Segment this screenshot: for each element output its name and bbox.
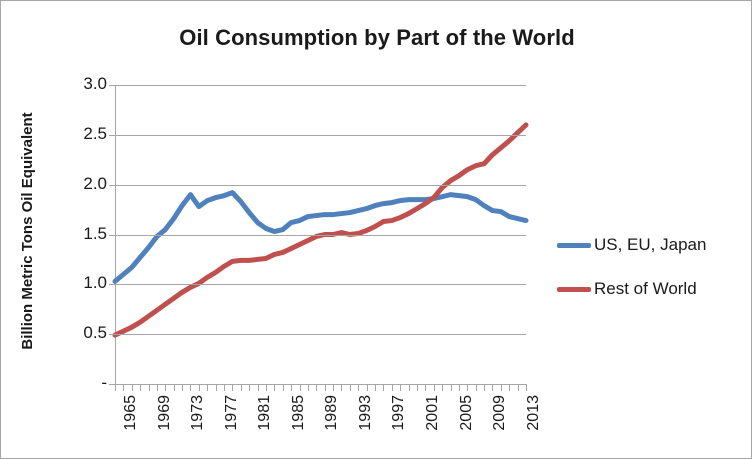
x-tick-mark [307, 385, 309, 391]
x-tick-mark [224, 385, 226, 391]
x-tick-mark [282, 385, 284, 391]
y-tick-mark [109, 234, 115, 236]
x-tick-mark [450, 385, 452, 391]
x-tick-label: 1981 [256, 395, 274, 431]
x-tick-mark [173, 385, 175, 391]
plot-area [112, 85, 529, 384]
x-tick-mark [207, 385, 209, 391]
y-tick-label: 0.5 [83, 323, 107, 343]
x-tick-mark [265, 385, 267, 391]
x-tick-label: 1977 [222, 395, 240, 431]
x-tick-mark [358, 385, 360, 391]
y-tick-label: 3.0 [83, 74, 107, 93]
y-tick-label: 1.0 [83, 273, 107, 293]
x-tick-mark [509, 385, 511, 391]
y-tick-mark [109, 334, 115, 336]
y-tick-mark [109, 85, 115, 86]
legend-entry[interactable]: US, EU, Japan [557, 223, 747, 267]
x-tick-mark [182, 385, 184, 391]
x-tick-label: 1985 [289, 395, 307, 431]
x-tick-mark [249, 385, 251, 391]
x-tick-mark [140, 385, 142, 391]
x-tick-mark [324, 385, 326, 391]
y-tick-mark [109, 284, 115, 286]
x-tick-mark [408, 385, 410, 391]
legend-entry[interactable]: Rest of World [557, 267, 747, 311]
y-axis-tick-labels: - 0.5 1.0 1.5 2.0 2.5 3.0 [51, 1, 107, 458]
x-tick-mark [148, 385, 150, 391]
y-tick-label: - [101, 373, 107, 392]
x-tick-mark [316, 385, 318, 391]
x-tick-mark [115, 385, 116, 391]
x-tick-mark [215, 385, 217, 391]
x-tick-mark [299, 385, 301, 391]
gridline [115, 234, 526, 236]
chart-title: Oil Consumption by Part of the World [179, 25, 575, 50]
x-tick-mark [391, 385, 393, 391]
y-tick-mark [109, 134, 115, 136]
x-tick-label: 1969 [155, 395, 173, 431]
gridline [115, 134, 526, 136]
x-tick-label: 1973 [189, 395, 207, 431]
x-tick-mark [492, 385, 494, 391]
x-tick-mark [467, 385, 469, 391]
x-tick-mark [123, 385, 125, 391]
legend-color-swatch [557, 242, 591, 248]
x-tick-label: 1965 [122, 395, 139, 431]
x-tick-mark [375, 385, 377, 391]
x-tick-mark [425, 385, 427, 391]
x-tick-mark [232, 385, 234, 391]
gridline [115, 184, 526, 186]
x-tick-mark [517, 385, 519, 391]
x-tick-label: 2009 [491, 395, 509, 431]
x-tick-mark [400, 385, 402, 391]
x-tick-label: 1993 [356, 395, 374, 431]
series-line [112, 190, 529, 284]
x-tick-mark [341, 385, 343, 391]
x-tick-mark [484, 385, 486, 391]
x-tick-mark [291, 385, 293, 391]
x-tick-mark [433, 385, 435, 391]
x-tick-label: 2005 [457, 395, 475, 431]
x-tick-mark [165, 385, 167, 391]
x-tick-label: 1997 [390, 395, 408, 431]
y-tick-mark [109, 384, 115, 385]
x-tick-mark [526, 385, 527, 391]
x-tick-mark [240, 385, 242, 391]
x-tick-mark [458, 385, 460, 391]
y-tick-label: 1.5 [83, 223, 107, 243]
x-tick-mark [366, 385, 368, 391]
x-tick-mark [383, 385, 385, 391]
chart-legend: US, EU, Japan Rest of World [557, 223, 747, 311]
x-axis-line [115, 384, 527, 385]
legend-label: US, EU, Japan [594, 235, 707, 254]
x-tick-label: 1989 [323, 395, 341, 431]
x-tick-label: 2001 [423, 395, 441, 431]
gridline [115, 334, 526, 336]
x-tick-mark [257, 385, 259, 391]
x-tick-mark [156, 385, 158, 391]
y-tick-label: 2.5 [83, 123, 107, 143]
y-axis-title: Billion Metric Tons Oil Equivalent [19, 112, 36, 350]
y-tick-mark [109, 184, 115, 186]
x-tick-mark [442, 385, 444, 391]
x-tick-label: 2013 [524, 395, 542, 431]
x-tick-mark [333, 385, 335, 391]
x-tick-mark [349, 385, 351, 391]
legend-color-swatch [557, 286, 591, 292]
gridline [115, 284, 526, 286]
x-tick-mark [475, 385, 477, 391]
series-line [112, 122, 529, 338]
x-tick-mark [190, 385, 192, 391]
y-tick-label: 2.0 [83, 173, 107, 193]
x-tick-mark [500, 385, 502, 391]
legend-label: Rest of World [594, 279, 697, 298]
x-tick-mark [274, 385, 276, 391]
x-tick-mark [198, 385, 200, 391]
x-tick-mark [131, 385, 133, 391]
x-tick-mark [416, 385, 418, 391]
gridline [115, 85, 526, 86]
